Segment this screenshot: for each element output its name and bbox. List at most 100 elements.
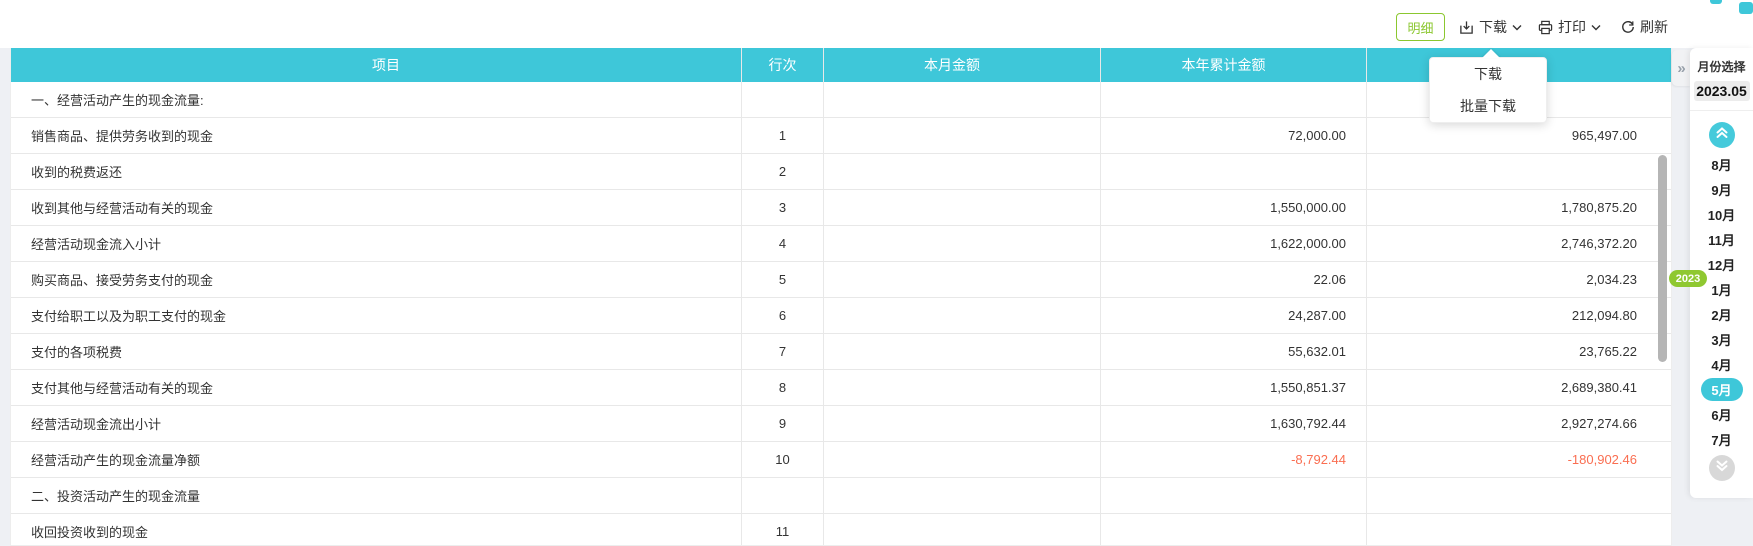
- chevron-down-icon: [1512, 24, 1522, 31]
- cash-flow-table: 项目 行次 本月金额 本年累计金额 上年同期累计 一、经营活动产生的现金流量: 销…: [10, 48, 1672, 546]
- selected-month-pill: 5月: [1700, 378, 1743, 401]
- detail-button[interactable]: 明细: [1396, 13, 1445, 41]
- divider: [1690, 110, 1753, 111]
- table-row[interactable]: 支付的各项税费 7 55,632.01 23,765.22: [11, 334, 1671, 370]
- item-cell: 经营活动现金流入小计: [31, 237, 162, 252]
- month-amount-cell: [823, 154, 1100, 189]
- month-amount-cell: [823, 370, 1100, 405]
- prev-amount-cell: 1,780,875.20: [1366, 190, 1657, 225]
- selected-period[interactable]: 2023.05: [1693, 81, 1750, 101]
- prev-amount-cell: 2,746,372.20: [1366, 226, 1657, 261]
- item-cell: 收回投资收到的现金: [31, 525, 149, 540]
- year-amount-cell: 1,630,792.44: [1100, 406, 1366, 441]
- line-number-cell: 3: [741, 190, 823, 225]
- item-cell: 一、经营活动产生的现金流量:: [31, 93, 204, 108]
- year-amount-cell: 1,550,851.37: [1100, 370, 1366, 405]
- item-cell: 二、投资活动产生的现金流量: [31, 489, 201, 504]
- print-button-label: 打印: [1558, 19, 1586, 35]
- prev-amount-cell: [1366, 154, 1657, 189]
- year-amount-cell: 24,287.00: [1100, 298, 1366, 333]
- table-header-row: 项目 行次 本月金额 本年累计金额 上年同期累计: [11, 48, 1671, 82]
- month-item-2月[interactable]: 2月: [1711, 308, 1732, 323]
- table-row[interactable]: 二、投资活动产生的现金流量: [11, 478, 1671, 514]
- month-item-4月[interactable]: 4月: [1711, 358, 1732, 373]
- year-amount-cell: 22.06: [1100, 262, 1366, 297]
- download-button-label: 下载: [1479, 19, 1507, 35]
- table-row[interactable]: 支付其他与经营活动有关的现金 8 1,550,851.37 2,689,380.41: [11, 370, 1671, 406]
- panel-collapse-button[interactable]: »: [1672, 50, 1691, 86]
- scroll-months-down-button[interactable]: [1708, 455, 1735, 481]
- table-row[interactable]: 经营活动现金流入小计 4 1,622,000.00 2,746,372.20: [11, 226, 1671, 262]
- month-item-10月[interactable]: 10月: [1707, 208, 1736, 223]
- month-item-6月[interactable]: 6月: [1711, 408, 1732, 423]
- download-dropdown-menu: 下载 批量下载: [1429, 49, 1547, 123]
- table-row[interactable]: 销售商品、提供劳务收到的现金 1 72,000.00 965,497.00: [11, 118, 1671, 154]
- line-number-cell: 1: [741, 118, 823, 153]
- month-item-1月[interactable]: 1月: [1711, 283, 1732, 298]
- month-amount-cell: [823, 406, 1100, 441]
- table-row[interactable]: 经营活动现金流出小计 9 1,630,792.44 2,927,274.66: [11, 406, 1671, 442]
- scroll-months-up-button[interactable]: [1708, 122, 1735, 148]
- download-button[interactable]: 下载: [1459, 13, 1522, 41]
- refresh-button-label: 刷新: [1640, 19, 1668, 35]
- vertical-scrollbar[interactable]: [1658, 155, 1667, 362]
- prev-amount-cell: 23,765.22: [1366, 334, 1657, 369]
- print-button[interactable]: 打印: [1538, 13, 1601, 41]
- month-amount-cell: [823, 298, 1100, 333]
- table-row[interactable]: 一、经营活动产生的现金流量:: [11, 82, 1671, 118]
- month-amount-cell: [823, 190, 1100, 225]
- corner-accent: [1710, 0, 1722, 4]
- table-row[interactable]: 收到其他与经营活动有关的现金 3 1,550,000.00 1,780,875.20: [11, 190, 1671, 226]
- top-toolbar: 明细 下载 打印: [0, 0, 1753, 48]
- line-number-cell: 4: [741, 226, 823, 261]
- month-item-9月[interactable]: 9月: [1711, 183, 1732, 198]
- item-cell: 收到其他与经营活动有关的现金: [31, 201, 214, 216]
- item-cell: 经营活动现金流出小计: [31, 417, 162, 432]
- double-chevron-right-icon: »: [1677, 59, 1686, 77]
- line-number-cell: 7: [741, 334, 823, 369]
- year-amount-cell: 1,622,000.00: [1100, 226, 1366, 261]
- prev-amount-cell: -180,902.46: [1366, 442, 1657, 477]
- col-header-month: 本月金额: [823, 48, 1100, 82]
- col-header-year: 本年累计金额: [1100, 48, 1366, 82]
- month-item-3月[interactable]: 3月: [1711, 333, 1732, 348]
- table-row[interactable]: 收回投资收到的现金 11: [11, 514, 1671, 545]
- prev-amount-cell: [1366, 478, 1657, 513]
- line-number-cell: 11: [741, 514, 823, 545]
- month-amount-cell: [823, 442, 1100, 477]
- line-number-cell: 8: [741, 370, 823, 405]
- year-amount-cell: [1100, 82, 1366, 117]
- month-panel-title: 月份选择: [1697, 60, 1746, 74]
- year-amount-cell: [1100, 478, 1366, 513]
- item-cell: 支付其他与经营活动有关的现金: [31, 381, 214, 396]
- line-number-cell: 10: [741, 442, 823, 477]
- month-item-8月[interactable]: 8月: [1711, 158, 1732, 173]
- month-item-11月[interactable]: 11月: [1708, 233, 1735, 248]
- month-item-12月[interactable]: 12月: [1707, 258, 1736, 273]
- refresh-button[interactable]: 刷新: [1621, 13, 1668, 41]
- item-cell: 经营活动产生的现金流量净额: [31, 453, 201, 468]
- year-amount-cell: 72,000.00: [1100, 118, 1366, 153]
- refresh-icon: [1621, 20, 1635, 34]
- table-row[interactable]: 购买商品、接受劳务支付的现金 5 22.06 2,034.23: [11, 262, 1671, 298]
- table-row[interactable]: 支付给职工以及为职工支付的现金 6 24,287.00 212,094.80: [11, 298, 1671, 334]
- printer-icon: [1538, 20, 1553, 35]
- double-chevron-down-icon: [1715, 459, 1729, 477]
- menu-item-batch-download[interactable]: 批量下载: [1460, 98, 1516, 114]
- prev-amount-cell: [1366, 514, 1657, 545]
- line-number-cell: 2: [741, 154, 823, 189]
- col-header-line: 行次: [741, 48, 823, 82]
- chevron-down-icon: [1591, 24, 1601, 31]
- year-amount-cell: [1100, 154, 1366, 189]
- table-row[interactable]: 经营活动产生的现金流量净额 10 -8,792.44 -180,902.46: [11, 442, 1671, 478]
- line-number-cell: 6: [741, 298, 823, 333]
- menu-item-download[interactable]: 下载: [1474, 66, 1502, 82]
- month-item-7月[interactable]: 7月: [1711, 433, 1732, 448]
- month-amount-cell: [823, 514, 1100, 545]
- table-row[interactable]: 收到的税费返还 2: [11, 154, 1671, 190]
- item-cell: 支付给职工以及为职工支付的现金: [31, 309, 227, 324]
- line-number-cell: 9: [741, 406, 823, 441]
- prev-amount-cell: 2,927,274.66: [1366, 406, 1657, 441]
- corner-widget[interactable]: [1739, 2, 1753, 14]
- month-item-5月[interactable]: 5月: [1690, 377, 1753, 402]
